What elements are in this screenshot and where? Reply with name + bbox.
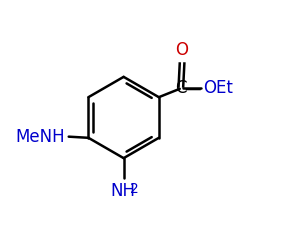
Text: O: O xyxy=(175,41,188,59)
Text: —: — xyxy=(184,79,201,97)
Text: C: C xyxy=(175,79,187,97)
Text: NH: NH xyxy=(110,182,135,200)
Text: 2: 2 xyxy=(130,182,138,196)
Text: OEt: OEt xyxy=(203,79,233,97)
Text: MeNH: MeNH xyxy=(15,128,65,146)
